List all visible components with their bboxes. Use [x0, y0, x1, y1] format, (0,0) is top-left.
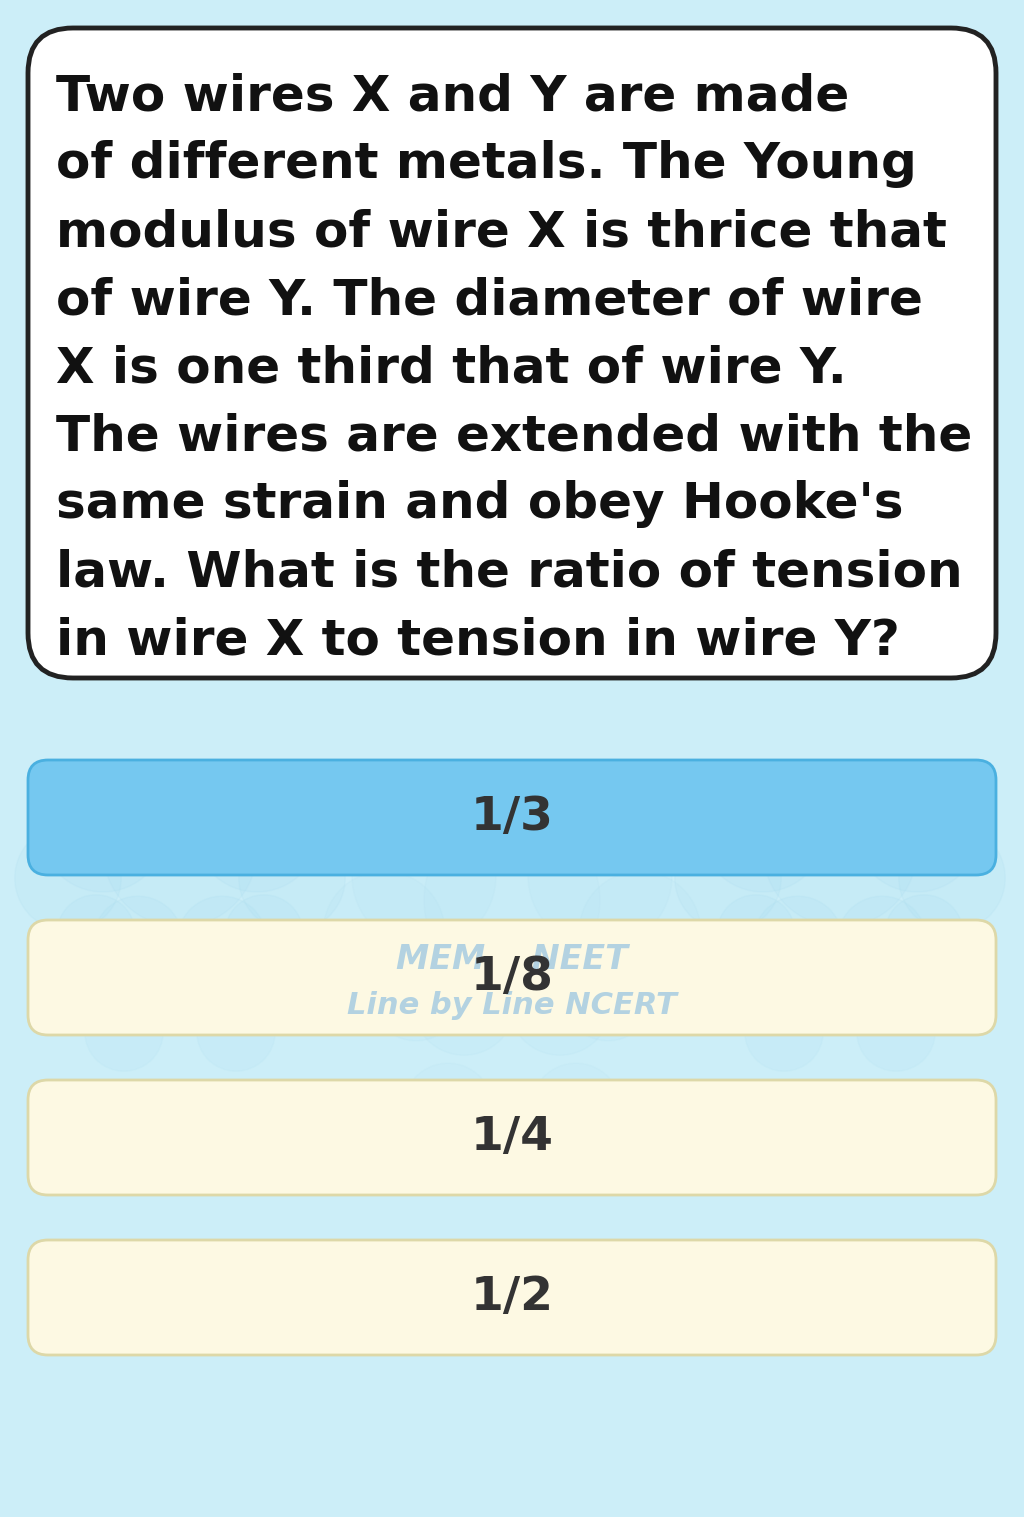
- Circle shape: [225, 895, 303, 974]
- Circle shape: [413, 953, 515, 1056]
- Circle shape: [424, 812, 600, 988]
- Circle shape: [528, 804, 672, 948]
- Circle shape: [717, 895, 796, 974]
- Circle shape: [14, 825, 121, 931]
- Circle shape: [239, 825, 345, 931]
- Circle shape: [744, 992, 823, 1071]
- FancyBboxPatch shape: [28, 1239, 996, 1355]
- Circle shape: [353, 258, 455, 358]
- FancyBboxPatch shape: [28, 760, 996, 875]
- Text: The wires are extended with the: The wires are extended with the: [56, 413, 972, 460]
- Circle shape: [854, 766, 980, 892]
- Circle shape: [588, 167, 724, 305]
- Circle shape: [56, 895, 135, 974]
- Circle shape: [300, 167, 436, 305]
- Text: X is one third that of wire Y.: X is one third that of wire Y.: [56, 344, 847, 391]
- Text: 1/2: 1/2: [470, 1274, 554, 1320]
- Circle shape: [838, 897, 927, 986]
- Text: Two wires X and Y are made: Two wires X and Y are made: [56, 71, 849, 120]
- Circle shape: [400, 259, 516, 375]
- Circle shape: [531, 1063, 621, 1153]
- Text: in wire X to tension in wire Y?: in wire X to tension in wire Y?: [56, 616, 900, 664]
- Circle shape: [530, 93, 692, 253]
- Circle shape: [177, 897, 267, 986]
- Text: 1/8: 1/8: [471, 956, 553, 1000]
- FancyBboxPatch shape: [28, 27, 996, 678]
- Text: 1/3: 1/3: [471, 795, 553, 840]
- Circle shape: [754, 897, 843, 986]
- Circle shape: [534, 384, 635, 484]
- Circle shape: [885, 895, 964, 974]
- Circle shape: [103, 774, 257, 927]
- Circle shape: [389, 384, 490, 484]
- Text: of wire Y. The diameter of wire: of wire Y. The diameter of wire: [56, 276, 923, 325]
- Circle shape: [413, 102, 611, 299]
- Circle shape: [352, 804, 496, 948]
- Circle shape: [403, 1063, 493, 1153]
- Circle shape: [700, 766, 826, 892]
- Text: 1/4: 1/4: [470, 1115, 554, 1161]
- FancyBboxPatch shape: [28, 1080, 996, 1195]
- Circle shape: [857, 992, 935, 1071]
- Text: same strain and obey Hooke's: same strain and obey Hooke's: [56, 479, 903, 528]
- Circle shape: [93, 897, 183, 986]
- Circle shape: [899, 825, 1006, 931]
- Text: modulus of wire X is thrice that: modulus of wire X is thrice that: [56, 208, 947, 256]
- Circle shape: [85, 992, 163, 1071]
- Circle shape: [194, 766, 319, 892]
- Text: Line by Line NCERT: Line by Line NCERT: [347, 991, 677, 1019]
- FancyBboxPatch shape: [28, 919, 996, 1035]
- Circle shape: [509, 953, 611, 1056]
- Text: of different metals. The Young: of different metals. The Young: [56, 140, 916, 188]
- Circle shape: [371, 951, 461, 1041]
- Circle shape: [197, 992, 275, 1071]
- Circle shape: [40, 766, 166, 892]
- Circle shape: [332, 93, 494, 253]
- Circle shape: [675, 825, 781, 931]
- Circle shape: [324, 871, 444, 992]
- Circle shape: [580, 871, 700, 992]
- Circle shape: [569, 258, 671, 358]
- Circle shape: [763, 774, 918, 927]
- Text: law. What is the ratio of tension: law. What is the ratio of tension: [56, 548, 963, 596]
- Circle shape: [563, 951, 653, 1041]
- Circle shape: [508, 259, 624, 375]
- Text: MEM    NEET: MEM NEET: [396, 944, 628, 975]
